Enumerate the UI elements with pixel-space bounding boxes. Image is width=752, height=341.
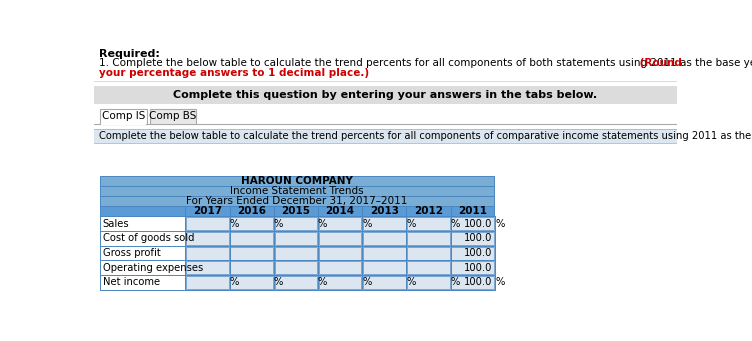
Text: Sales: Sales bbox=[102, 219, 129, 229]
Bar bbox=[451, 247, 494, 260]
Bar bbox=[100, 231, 494, 246]
Text: (Round: (Round bbox=[636, 58, 682, 68]
Text: 100.0: 100.0 bbox=[464, 219, 493, 229]
Text: 2013: 2013 bbox=[370, 206, 399, 217]
Bar bbox=[100, 187, 494, 196]
Bar bbox=[319, 232, 362, 245]
Text: Comp IS: Comp IS bbox=[102, 112, 145, 121]
Text: Cost of goods sold: Cost of goods sold bbox=[102, 234, 194, 243]
Bar bbox=[363, 217, 405, 230]
Bar bbox=[363, 247, 405, 260]
Text: %: % bbox=[406, 219, 416, 229]
Bar bbox=[363, 232, 405, 245]
Text: 100.0: 100.0 bbox=[464, 234, 493, 243]
Text: 100.0: 100.0 bbox=[464, 277, 493, 287]
Bar bbox=[274, 217, 317, 230]
Text: %: % bbox=[450, 219, 460, 229]
Bar bbox=[100, 196, 494, 206]
Bar bbox=[186, 276, 229, 289]
Text: 100.0: 100.0 bbox=[464, 263, 493, 273]
Bar bbox=[407, 276, 450, 289]
Bar bbox=[407, 247, 450, 260]
Text: 100.0: 100.0 bbox=[464, 248, 493, 258]
Text: Complete this question by entering your answers in the tabs below.: Complete this question by entering your … bbox=[174, 90, 597, 100]
Text: 2012: 2012 bbox=[414, 206, 443, 217]
Bar bbox=[407, 217, 450, 230]
Bar bbox=[407, 232, 450, 245]
Text: 2015: 2015 bbox=[281, 206, 311, 217]
Text: Complete the below table to calculate the trend percents for all components of c: Complete the below table to calculate th… bbox=[99, 131, 752, 141]
Bar bbox=[186, 217, 229, 230]
Bar bbox=[274, 247, 317, 260]
Text: %: % bbox=[362, 277, 371, 287]
Text: your percentage answers to 1 decimal place.): your percentage answers to 1 decimal pla… bbox=[99, 68, 368, 78]
Text: Income Statement Trends: Income Statement Trends bbox=[230, 187, 364, 196]
Bar bbox=[100, 109, 147, 124]
Bar bbox=[230, 276, 273, 289]
Text: %: % bbox=[318, 277, 327, 287]
Text: HAROUN COMPANY: HAROUN COMPANY bbox=[241, 176, 353, 186]
Bar bbox=[363, 261, 405, 274]
Bar bbox=[94, 86, 677, 104]
Bar bbox=[100, 217, 494, 231]
Bar bbox=[230, 247, 273, 260]
Text: %: % bbox=[229, 219, 239, 229]
Bar bbox=[451, 276, 494, 289]
Bar bbox=[274, 261, 317, 274]
Bar bbox=[230, 261, 273, 274]
Bar bbox=[230, 217, 273, 230]
Text: Comp BS: Comp BS bbox=[150, 112, 197, 121]
Bar bbox=[101, 123, 146, 125]
Bar bbox=[230, 232, 273, 245]
Text: %: % bbox=[496, 277, 505, 287]
Bar bbox=[100, 275, 494, 290]
Bar bbox=[94, 130, 677, 143]
Bar bbox=[186, 247, 229, 260]
Text: 1. Complete the below table to calculate the trend percents for all components o: 1. Complete the below table to calculate… bbox=[99, 58, 752, 68]
Text: %: % bbox=[496, 219, 505, 229]
Bar bbox=[186, 232, 229, 245]
Bar bbox=[274, 232, 317, 245]
Bar bbox=[319, 247, 362, 260]
Text: 2017: 2017 bbox=[193, 206, 222, 217]
Text: %: % bbox=[406, 277, 416, 287]
Text: 2016: 2016 bbox=[237, 206, 266, 217]
Text: 2011: 2011 bbox=[458, 206, 487, 217]
Bar bbox=[407, 261, 450, 274]
Bar bbox=[319, 276, 362, 289]
Bar bbox=[451, 261, 494, 274]
Text: For Years Ended December 31, 2017–2011: For Years Ended December 31, 2017–2011 bbox=[186, 196, 408, 206]
Text: %: % bbox=[450, 277, 460, 287]
Text: %: % bbox=[274, 277, 284, 287]
Bar bbox=[451, 217, 494, 230]
Bar bbox=[100, 206, 494, 217]
Text: %: % bbox=[362, 219, 371, 229]
Text: %: % bbox=[229, 277, 239, 287]
Text: %: % bbox=[318, 219, 327, 229]
Bar bbox=[274, 276, 317, 289]
Text: Gross profit: Gross profit bbox=[102, 248, 160, 258]
Text: Net income: Net income bbox=[102, 277, 159, 287]
Bar bbox=[150, 109, 196, 124]
Text: Required:: Required: bbox=[99, 49, 159, 59]
Text: Operating expenses: Operating expenses bbox=[102, 263, 203, 273]
Bar bbox=[100, 261, 494, 275]
Bar bbox=[319, 261, 362, 274]
Bar bbox=[186, 261, 229, 274]
Bar bbox=[100, 246, 494, 261]
Bar bbox=[100, 176, 494, 187]
Text: 2014: 2014 bbox=[326, 206, 355, 217]
Bar bbox=[319, 217, 362, 230]
Bar bbox=[363, 276, 405, 289]
Bar bbox=[451, 232, 494, 245]
Text: %: % bbox=[274, 219, 284, 229]
